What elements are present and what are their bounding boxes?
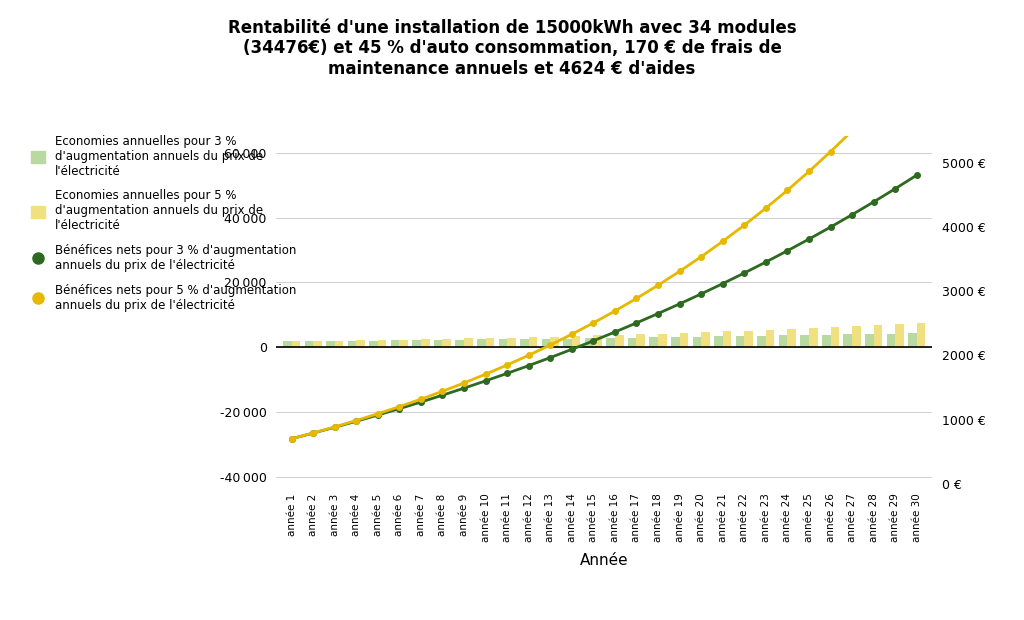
Bar <box>370 340 378 347</box>
Bar <box>873 325 883 347</box>
Bar <box>757 336 766 347</box>
Bar <box>637 334 645 347</box>
Bar <box>908 333 916 347</box>
Bar <box>671 337 680 347</box>
Bar <box>593 335 602 347</box>
Bar <box>356 340 365 347</box>
Bar <box>830 327 839 347</box>
Bar <box>680 333 688 347</box>
Bar <box>520 339 528 347</box>
Bar <box>585 339 593 347</box>
Bar <box>865 334 873 347</box>
X-axis label: Année: Année <box>580 553 629 569</box>
Bar <box>735 336 744 347</box>
Bar <box>844 334 852 347</box>
Bar <box>809 328 817 347</box>
Bar <box>326 341 335 347</box>
Bar <box>499 339 507 347</box>
Bar <box>485 338 495 347</box>
Legend: Economies annuelles pour 3 %
d'augmentation annuels du prix de
l'électricité, Ec: Economies annuelles pour 3 % d'augmentat… <box>27 130 301 317</box>
Bar <box>895 324 904 347</box>
Bar <box>692 337 701 347</box>
Bar <box>391 340 399 347</box>
Bar <box>801 335 809 347</box>
Bar <box>335 341 343 347</box>
Bar <box>378 340 386 347</box>
Bar <box>714 337 723 347</box>
Bar <box>464 339 473 347</box>
Bar <box>477 340 485 347</box>
Bar <box>787 329 796 347</box>
Bar <box>744 330 753 347</box>
Bar <box>779 335 787 347</box>
Bar <box>283 342 292 347</box>
Text: Rentabilité d'une installation de 15000kWh avec 34 modules
(34476€) et 45 % d'au: Rentabilité d'une installation de 15000k… <box>227 19 797 78</box>
Bar <box>615 335 624 347</box>
Bar <box>421 339 429 347</box>
Bar <box>852 326 861 347</box>
Bar <box>701 332 710 347</box>
Bar <box>550 337 559 347</box>
Bar <box>304 341 313 347</box>
Bar <box>916 322 926 347</box>
Bar <box>542 339 550 347</box>
Bar <box>628 338 637 347</box>
Bar <box>434 340 442 347</box>
Bar <box>413 340 421 347</box>
Bar <box>822 335 830 347</box>
Bar <box>456 340 464 347</box>
Bar <box>399 340 408 347</box>
Bar <box>723 331 731 347</box>
Bar <box>571 336 581 347</box>
Bar <box>528 337 538 347</box>
Bar <box>887 334 895 347</box>
Bar <box>649 337 658 347</box>
Bar <box>658 334 667 347</box>
Bar <box>292 342 300 347</box>
Bar <box>766 330 774 347</box>
Bar <box>563 339 571 347</box>
Bar <box>313 341 322 347</box>
Bar <box>606 338 615 347</box>
Bar <box>442 339 452 347</box>
Bar <box>507 337 516 347</box>
Bar <box>347 341 356 347</box>
